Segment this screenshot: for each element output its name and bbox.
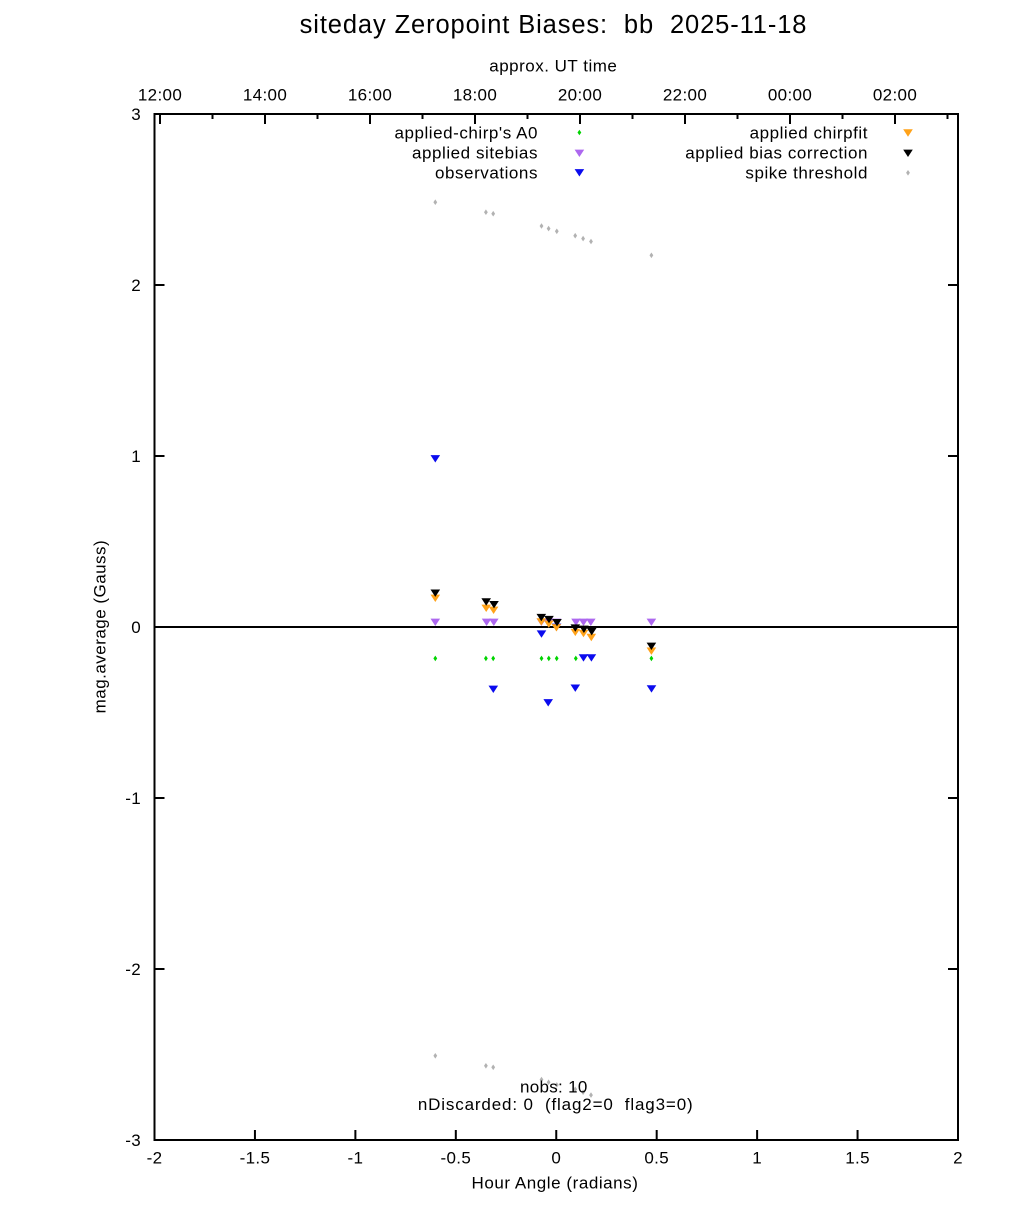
svg-text:1.5: 1.5 [845,1149,870,1168]
svg-text:1: 1 [752,1149,762,1168]
svg-text:Hour Angle (radians): Hour Angle (radians) [472,1174,639,1193]
svg-text:02:00: 02:00 [873,86,917,105]
svg-text:0: 0 [131,618,141,637]
svg-text:20:00: 20:00 [558,86,602,105]
svg-text:0.5: 0.5 [644,1149,669,1168]
svg-text:22:00: 22:00 [663,86,707,105]
svg-text:nDiscarded: 0 (flag2=0 flag3: nDiscarded: 0 (flag2=0 flag3=0) [418,1095,694,1114]
svg-text:-1: -1 [125,789,141,808]
svg-text:-2: -2 [147,1149,163,1168]
svg-text:applied bias correction: applied bias correction [685,144,868,163]
svg-text:12:00: 12:00 [138,86,182,105]
svg-text:18:00: 18:00 [453,86,497,105]
svg-text:-1.5: -1.5 [240,1149,271,1168]
svg-text:14:00: 14:00 [243,86,287,105]
svg-text:2: 2 [953,1149,963,1168]
svg-text:2: 2 [131,276,141,295]
svg-text:-0.5: -0.5 [440,1149,471,1168]
svg-text:16:00: 16:00 [348,86,392,105]
svg-text:nobs: 10: nobs: 10 [520,1078,588,1097]
svg-text:-3: -3 [125,1131,141,1150]
svg-text:applied chirpfit: applied chirpfit [750,124,868,143]
svg-text:1: 1 [131,447,141,466]
svg-text:approx. UT time: approx. UT time [489,57,617,76]
svg-text:mag.average (Gauss): mag.average (Gauss) [90,540,109,714]
svg-text:00:00: 00:00 [768,86,812,105]
svg-text:observations: observations [435,164,538,183]
svg-text:-1: -1 [347,1149,363,1168]
svg-text:-2: -2 [125,960,141,979]
svg-text:applied sitebias: applied sitebias [412,144,538,163]
svg-text:0: 0 [551,1149,561,1168]
svg-text:3: 3 [131,105,141,124]
svg-text:siteday Zeropoint Biases: bb: siteday Zeropoint Biases: bb 2025-11-18 [300,11,808,39]
svg-text:spike threshold: spike threshold [745,164,868,183]
svg-text:applied-chirp's A0: applied-chirp's A0 [394,124,538,143]
